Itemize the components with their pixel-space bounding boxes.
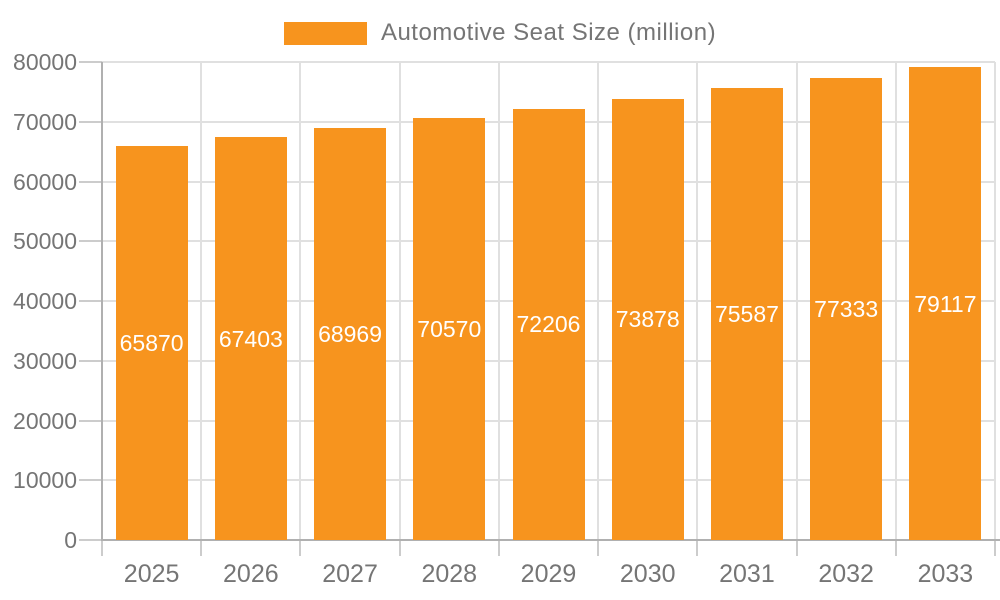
x-gridline: [200, 62, 203, 540]
bar[interactable]: [413, 118, 486, 540]
bar[interactable]: [512, 108, 585, 540]
bar[interactable]: [909, 67, 982, 540]
y-axis-label: 70000: [13, 108, 77, 135]
bar[interactable]: [115, 146, 188, 540]
x-axis-tick: [200, 540, 203, 556]
x-axis-label: 2025: [123, 560, 180, 588]
y-axis-tick: [79, 180, 102, 183]
x-axis-label: 2026: [223, 560, 279, 588]
x-gridline: [795, 62, 798, 540]
x-axis-line: [101, 539, 1000, 541]
x-gridline: [299, 62, 302, 540]
x-axis-tick: [894, 540, 897, 556]
x-gridline: [398, 62, 401, 540]
x-axis-tick: [994, 540, 996, 556]
x-axis-tick: [299, 540, 302, 556]
legend[interactable]: Automotive Seat Size (million): [0, 19, 1000, 47]
y-axis-label: 20000: [13, 407, 77, 434]
y-axis-label: 40000: [13, 288, 77, 314]
y-axis-tick: [79, 120, 102, 123]
x-axis-tick: [497, 540, 500, 556]
x-axis-label: 2027: [322, 560, 378, 588]
bar[interactable]: [611, 98, 684, 540]
x-gridline: [994, 62, 996, 540]
y-axis-line: [101, 62, 103, 540]
x-axis-tick: [597, 540, 600, 556]
x-axis-label: 2032: [818, 560, 874, 588]
x-gridline: [497, 62, 500, 540]
x-axis-label: 2029: [520, 560, 577, 588]
y-axis-label: 60000: [13, 168, 77, 195]
x-axis-label: 2030: [619, 560, 676, 588]
x-axis-label: 2031: [719, 560, 775, 588]
x-gridline: [597, 62, 600, 540]
y-axis-tick: [79, 539, 102, 541]
x-axis-tick: [398, 540, 401, 556]
x-gridline: [696, 62, 699, 540]
legend-label: Automotive Seat Size (million): [380, 19, 717, 46]
x-axis-tick: [696, 540, 699, 556]
x-axis-label: 2028: [421, 560, 478, 588]
legend-swatch-icon: [283, 21, 367, 45]
y-axis-label: 10000: [13, 467, 77, 494]
x-axis-tick: [101, 540, 103, 556]
y-axis-label: 30000: [13, 347, 77, 374]
y-axis-tick: [79, 300, 102, 302]
bar[interactable]: [710, 88, 783, 540]
y-axis-tick: [79, 479, 102, 482]
x-axis-label: 2033: [917, 560, 974, 588]
y-axis-label: 50000: [13, 228, 77, 255]
y-axis-tick: [79, 419, 102, 422]
y-axis-tick: [79, 240, 102, 243]
y-axis-label: 80000: [13, 49, 77, 75]
x-axis-tick: [795, 540, 798, 556]
bar[interactable]: [314, 127, 387, 540]
y-gridline: [102, 61, 995, 63]
y-axis-label: 0: [64, 527, 77, 553]
y-axis-tick: [79, 61, 102, 63]
bar[interactable]: [214, 137, 287, 540]
x-gridline: [894, 62, 897, 540]
bar[interactable]: [810, 77, 883, 540]
y-axis-tick: [79, 359, 102, 362]
